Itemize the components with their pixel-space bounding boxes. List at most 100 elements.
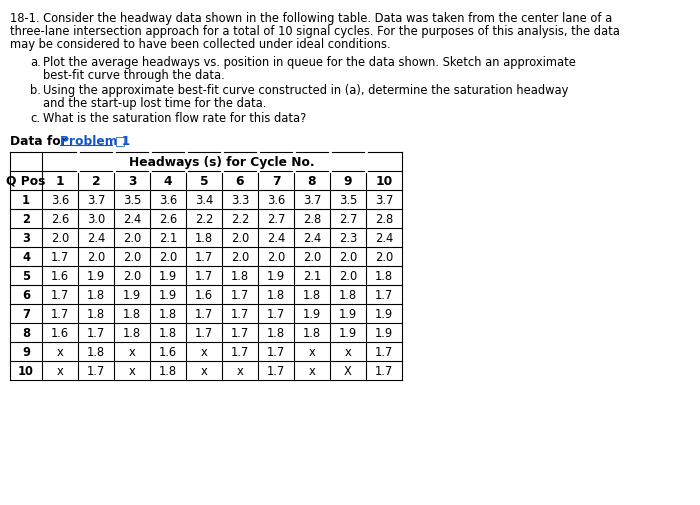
Text: 10: 10	[375, 175, 393, 188]
Text: 1.7: 1.7	[51, 308, 69, 320]
Text: 9: 9	[22, 345, 30, 358]
Text: 1.7: 1.7	[375, 364, 393, 377]
Text: three-lane intersection approach for a total of 10 signal cycles. For the purpos: three-lane intersection approach for a t…	[10, 25, 620, 38]
Text: 1.7: 1.7	[195, 308, 213, 320]
Text: 9: 9	[344, 175, 352, 188]
Text: b.: b.	[30, 84, 41, 97]
Text: 3.0: 3.0	[87, 213, 105, 226]
Text: best-fit curve through the data.: best-fit curve through the data.	[43, 69, 225, 82]
Text: 1.8: 1.8	[303, 288, 321, 301]
Text: and the start-up lost time for the data.: and the start-up lost time for the data.	[43, 97, 267, 110]
Text: 2.7: 2.7	[339, 213, 357, 226]
Text: 6: 6	[22, 288, 30, 301]
Text: 1.8: 1.8	[159, 326, 177, 339]
Text: 2.0: 2.0	[303, 250, 321, 264]
Text: 1.9: 1.9	[159, 288, 177, 301]
Text: 8: 8	[308, 175, 316, 188]
Text: 5: 5	[199, 175, 209, 188]
Text: 1.6: 1.6	[51, 326, 69, 339]
Text: 18-1. Consider the headway data shown in the following table. Data was taken fro: 18-1. Consider the headway data shown in…	[10, 12, 612, 25]
Text: x: x	[344, 345, 351, 358]
Text: 1.8: 1.8	[87, 308, 105, 320]
Text: 1.7: 1.7	[231, 308, 249, 320]
Text: 1.7: 1.7	[267, 308, 285, 320]
Text: 2.7: 2.7	[267, 213, 285, 226]
Text: 1.8: 1.8	[87, 288, 105, 301]
Text: 2.4: 2.4	[375, 231, 393, 244]
Text: 1.7: 1.7	[51, 250, 69, 264]
Text: 2.4: 2.4	[87, 231, 105, 244]
Text: 1.9: 1.9	[339, 308, 357, 320]
Text: 1.9: 1.9	[87, 270, 105, 282]
Text: 2.1: 2.1	[303, 270, 321, 282]
Text: 3: 3	[22, 231, 30, 244]
Text: x: x	[309, 345, 316, 358]
Text: 2.0: 2.0	[231, 231, 249, 244]
Text: 7: 7	[22, 308, 30, 320]
Text: 2.4: 2.4	[303, 231, 321, 244]
Text: Using the approximate best-fit curve constructed in (a), determine the saturatio: Using the approximate best-fit curve con…	[43, 84, 568, 97]
Text: c.: c.	[30, 112, 40, 125]
Text: 2.0: 2.0	[87, 250, 105, 264]
Text: 1.7: 1.7	[195, 270, 213, 282]
Text: 3.7: 3.7	[87, 193, 105, 207]
Text: 2.4: 2.4	[123, 213, 141, 226]
Text: 3: 3	[127, 175, 136, 188]
Text: 1.7: 1.7	[51, 288, 69, 301]
Text: 2: 2	[92, 175, 100, 188]
Text: 3.7: 3.7	[303, 193, 321, 207]
Text: 3.3: 3.3	[231, 193, 249, 207]
Text: 1.7: 1.7	[231, 326, 249, 339]
Text: Data for: Data for	[10, 135, 71, 147]
Text: 2.0: 2.0	[267, 250, 285, 264]
Text: 1.8: 1.8	[87, 345, 105, 358]
Text: 4: 4	[164, 175, 172, 188]
Text: x: x	[57, 364, 64, 377]
Text: 1.7: 1.7	[231, 345, 249, 358]
Text: 10: 10	[18, 364, 34, 377]
Text: 2: 2	[22, 213, 30, 226]
Text: 1.8: 1.8	[267, 326, 285, 339]
Text: 2.8: 2.8	[375, 213, 393, 226]
Text: Plot the average headways vs. position in queue for the data shown. Sketch an ap: Plot the average headways vs. position i…	[43, 56, 576, 69]
Text: 1.6: 1.6	[195, 288, 213, 301]
Text: 2.0: 2.0	[159, 250, 177, 264]
Text: may be considered to have been collected under ideal conditions.: may be considered to have been collected…	[10, 38, 391, 51]
Text: 1.9: 1.9	[123, 288, 141, 301]
Text: 2.1: 2.1	[159, 231, 177, 244]
Text: 1.8: 1.8	[339, 288, 357, 301]
Text: 2.6: 2.6	[51, 213, 69, 226]
Text: 2.0: 2.0	[375, 250, 393, 264]
Text: 1.8: 1.8	[375, 270, 393, 282]
Text: 1.7: 1.7	[87, 364, 105, 377]
Text: x: x	[201, 364, 207, 377]
Text: x: x	[129, 345, 135, 358]
Text: 2.3: 2.3	[339, 231, 357, 244]
Text: 1.8: 1.8	[159, 364, 177, 377]
Text: 1: 1	[56, 175, 64, 188]
Text: 8: 8	[22, 326, 30, 339]
Text: 4: 4	[22, 250, 30, 264]
Text: Headways (s) for Cycle No.: Headways (s) for Cycle No.	[130, 156, 315, 169]
Text: Problem 1: Problem 1	[60, 135, 130, 147]
Text: 1.7: 1.7	[87, 326, 105, 339]
Text: x: x	[57, 345, 64, 358]
Text: 2.0: 2.0	[51, 231, 69, 244]
Text: x: x	[201, 345, 207, 358]
Text: 1.8: 1.8	[267, 288, 285, 301]
Text: 1.6: 1.6	[51, 270, 69, 282]
Text: 1.8: 1.8	[195, 231, 213, 244]
Text: 1.7: 1.7	[195, 250, 213, 264]
Text: 2.0: 2.0	[339, 250, 357, 264]
Text: 1.7: 1.7	[375, 345, 393, 358]
Text: 1.7: 1.7	[267, 345, 285, 358]
Text: 1.6: 1.6	[159, 345, 177, 358]
Text: 1.7: 1.7	[375, 288, 393, 301]
Text: 6: 6	[236, 175, 244, 188]
Text: x: x	[309, 364, 316, 377]
Text: 1: 1	[22, 193, 30, 207]
Text: 5: 5	[22, 270, 30, 282]
Text: 7: 7	[272, 175, 280, 188]
Text: 1.9: 1.9	[339, 326, 357, 339]
Text: 2.0: 2.0	[123, 270, 141, 282]
